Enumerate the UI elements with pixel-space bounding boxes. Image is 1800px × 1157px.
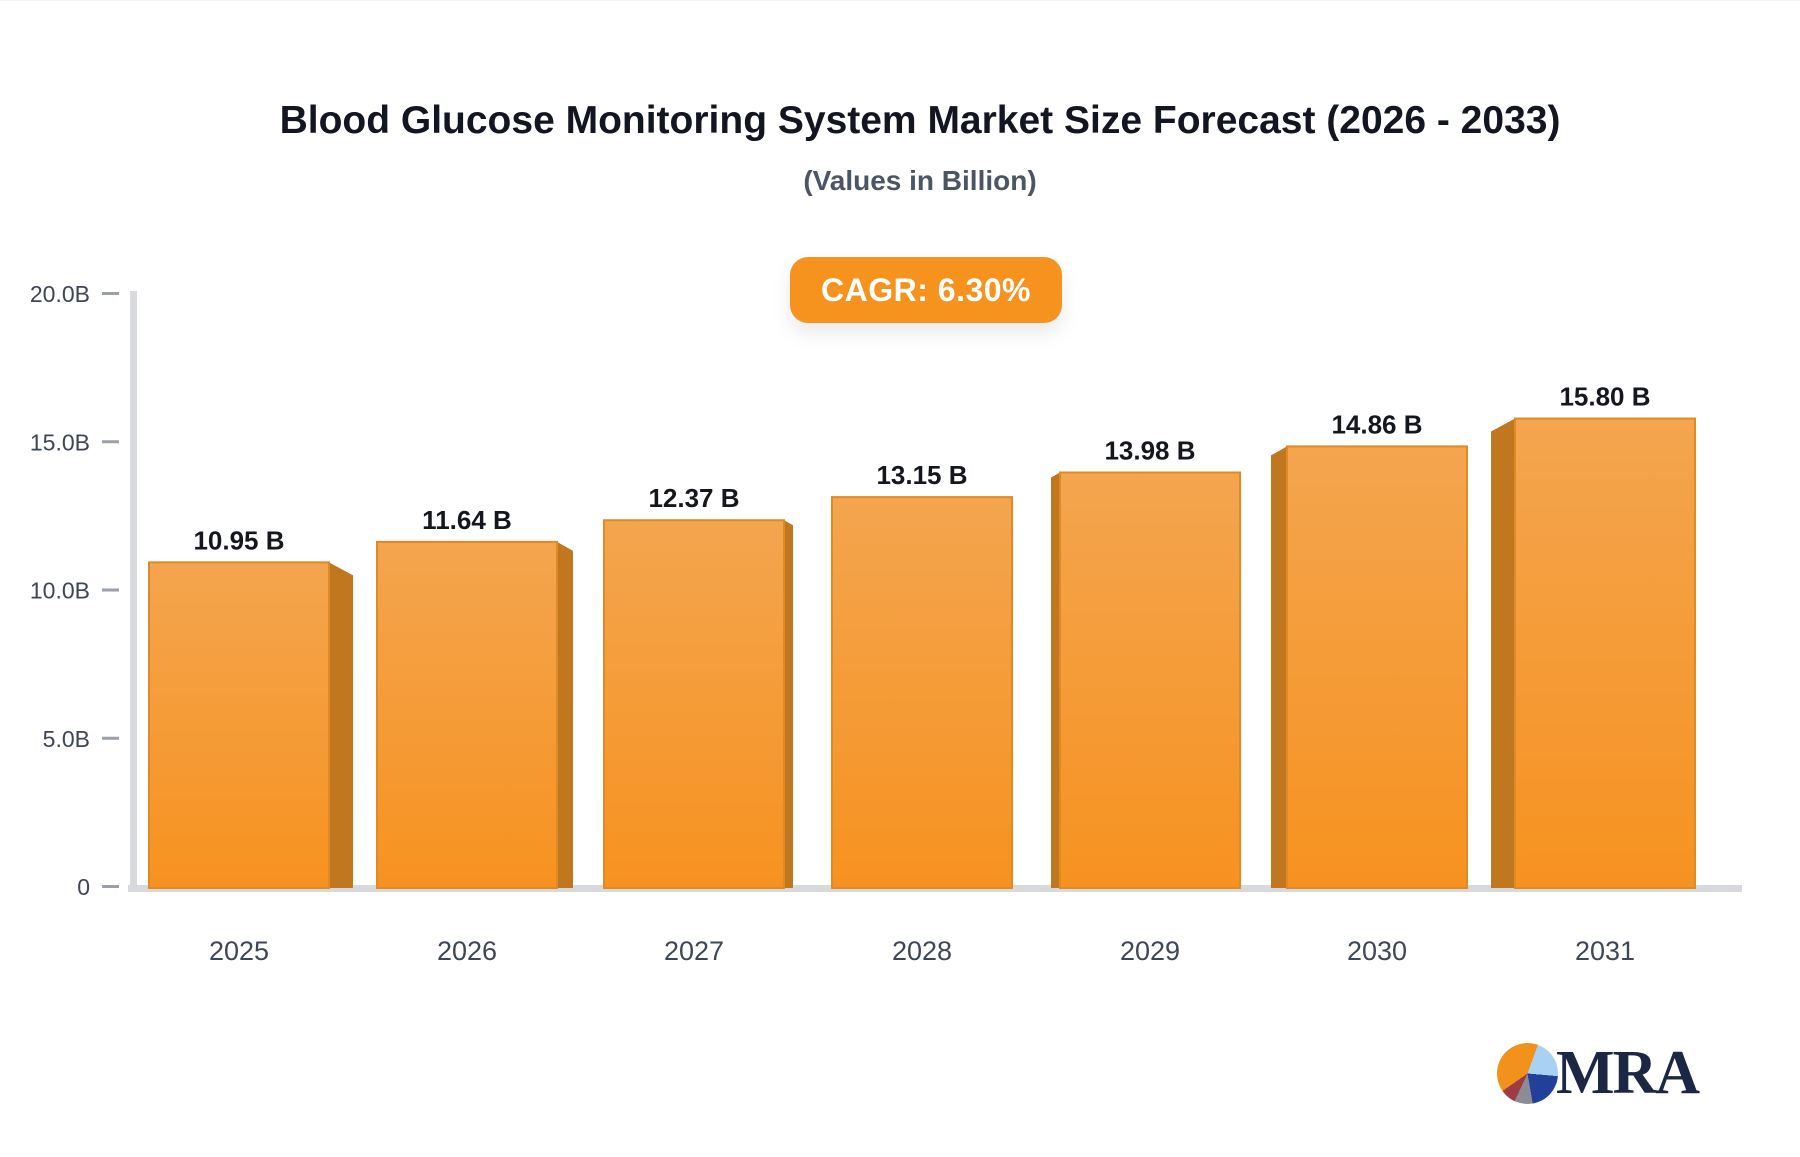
bar xyxy=(1286,445,1468,889)
bar xyxy=(1514,417,1696,889)
bar-side-face xyxy=(1051,472,1060,888)
brand-logo-text: MRA xyxy=(1556,1038,1700,1107)
bars-layer xyxy=(148,417,1696,890)
bar-value-label: 12.37 B xyxy=(648,483,739,513)
bar xyxy=(603,519,785,889)
x-axis-label: 2028 xyxy=(892,936,952,966)
bar-side-face xyxy=(1271,446,1287,888)
bar-side-face xyxy=(784,520,793,888)
x-axis-label: 2030 xyxy=(1347,936,1407,966)
bar-side-face xyxy=(329,562,353,888)
bar-value-label: 10.95 B xyxy=(193,525,284,555)
y-axis-tick xyxy=(102,588,119,592)
bar xyxy=(148,561,330,890)
cagr-badge-label: CAGR: 6.30% xyxy=(821,271,1031,308)
bar-value-label: 13.15 B xyxy=(876,460,967,490)
brand-logo: MRA xyxy=(1497,1038,1700,1108)
pie-chart-icon xyxy=(1497,1042,1558,1104)
y-axis-tick-label: 15.0B xyxy=(30,429,90,455)
y-axis-tick-label: 10.0B xyxy=(30,578,90,604)
x-axis-label: 2029 xyxy=(1120,936,1180,966)
bar xyxy=(831,496,1013,889)
bar xyxy=(376,540,558,890)
labels-layer: 10.95 B 2025 11.64 B 2026 12.37 B 2027 13.15 B… xyxy=(193,382,1650,966)
x-axis-label: 2025 xyxy=(209,936,269,966)
bar-value-label: 13.98 B xyxy=(1104,435,1195,465)
y-axis-tick xyxy=(102,885,119,888)
y-axis-tick xyxy=(102,292,119,295)
y-axis-line xyxy=(130,291,137,891)
chart-title: Blood Glucose Monitoring System Market S… xyxy=(279,99,1561,142)
bar-value-label: 15.80 B xyxy=(1559,382,1650,412)
cagr-badge: CAGR: 6.30% xyxy=(790,257,1062,323)
x-axis-label: 2026 xyxy=(437,936,497,966)
bar-side-face xyxy=(1491,418,1515,888)
x-axis-label: 2027 xyxy=(664,936,724,966)
y-axis-tick-label: 0 xyxy=(77,874,90,900)
y-axis-tick-label: 5.0B xyxy=(43,726,90,752)
chart-subtitle: (Values in Billion) xyxy=(803,165,1037,196)
bar-side-face xyxy=(557,541,573,888)
y-axis-tick-label: 20.0B xyxy=(30,281,90,307)
bar xyxy=(1059,471,1241,889)
bar-value-label: 11.64 B xyxy=(422,505,512,535)
x-axis-label: 2031 xyxy=(1575,936,1635,966)
bar-value-label: 14.86 B xyxy=(1331,409,1422,439)
y-axis-tick xyxy=(102,440,119,444)
y-axis-tick xyxy=(102,736,119,740)
